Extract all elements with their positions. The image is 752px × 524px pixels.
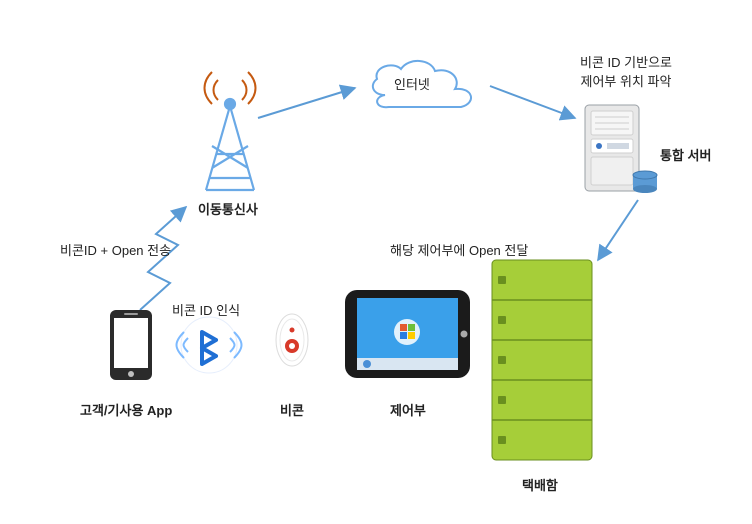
label-bt-note: 비콘 ID 인식 — [172, 300, 240, 319]
label-beacon: 비콘 — [280, 400, 304, 419]
tower-icon — [205, 72, 256, 190]
arrow-tower-cloud — [258, 88, 355, 118]
bluetooth-icon — [177, 317, 242, 373]
label-controller: 제어부 — [390, 400, 426, 419]
label-open-fwd: 해당 제어부에 Open 전달 — [390, 240, 528, 259]
label-tx-note: 비콘ID + Open 전송 — [60, 240, 171, 259]
label-server-note: 비콘 ID 기반으로 제어부 위치 파악 — [580, 52, 672, 90]
beacon-icon — [276, 314, 308, 366]
locker-icon — [492, 260, 592, 460]
label-carrier: 이동통신사 — [198, 199, 258, 218]
label-internet: 인터넷 — [394, 74, 430, 93]
label-server-name: 통합 서버 — [660, 145, 711, 164]
phone-icon — [110, 310, 152, 380]
tablet-icon — [345, 290, 470, 378]
server-icon — [585, 105, 657, 193]
arrow-cloud-server — [490, 86, 575, 118]
arrow-server-locker — [598, 200, 638, 260]
label-locker: 택배함 — [522, 475, 558, 494]
label-app: 고객/기사용 App — [80, 400, 172, 419]
